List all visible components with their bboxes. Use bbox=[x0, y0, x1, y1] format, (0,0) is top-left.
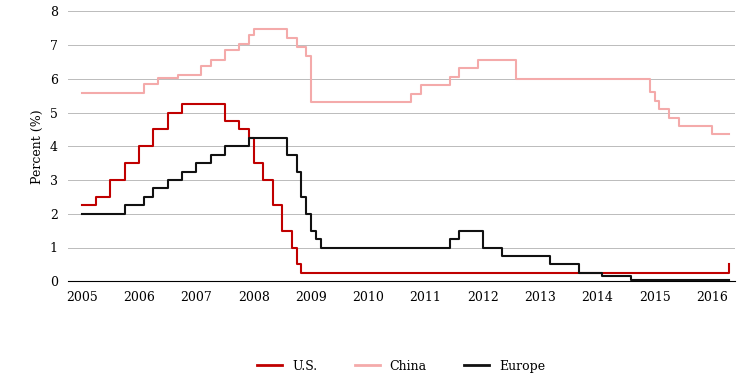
Y-axis label: Percent (%): Percent (%) bbox=[32, 109, 44, 184]
Legend: U.S., China, Europe: U.S., China, Europe bbox=[252, 355, 550, 375]
